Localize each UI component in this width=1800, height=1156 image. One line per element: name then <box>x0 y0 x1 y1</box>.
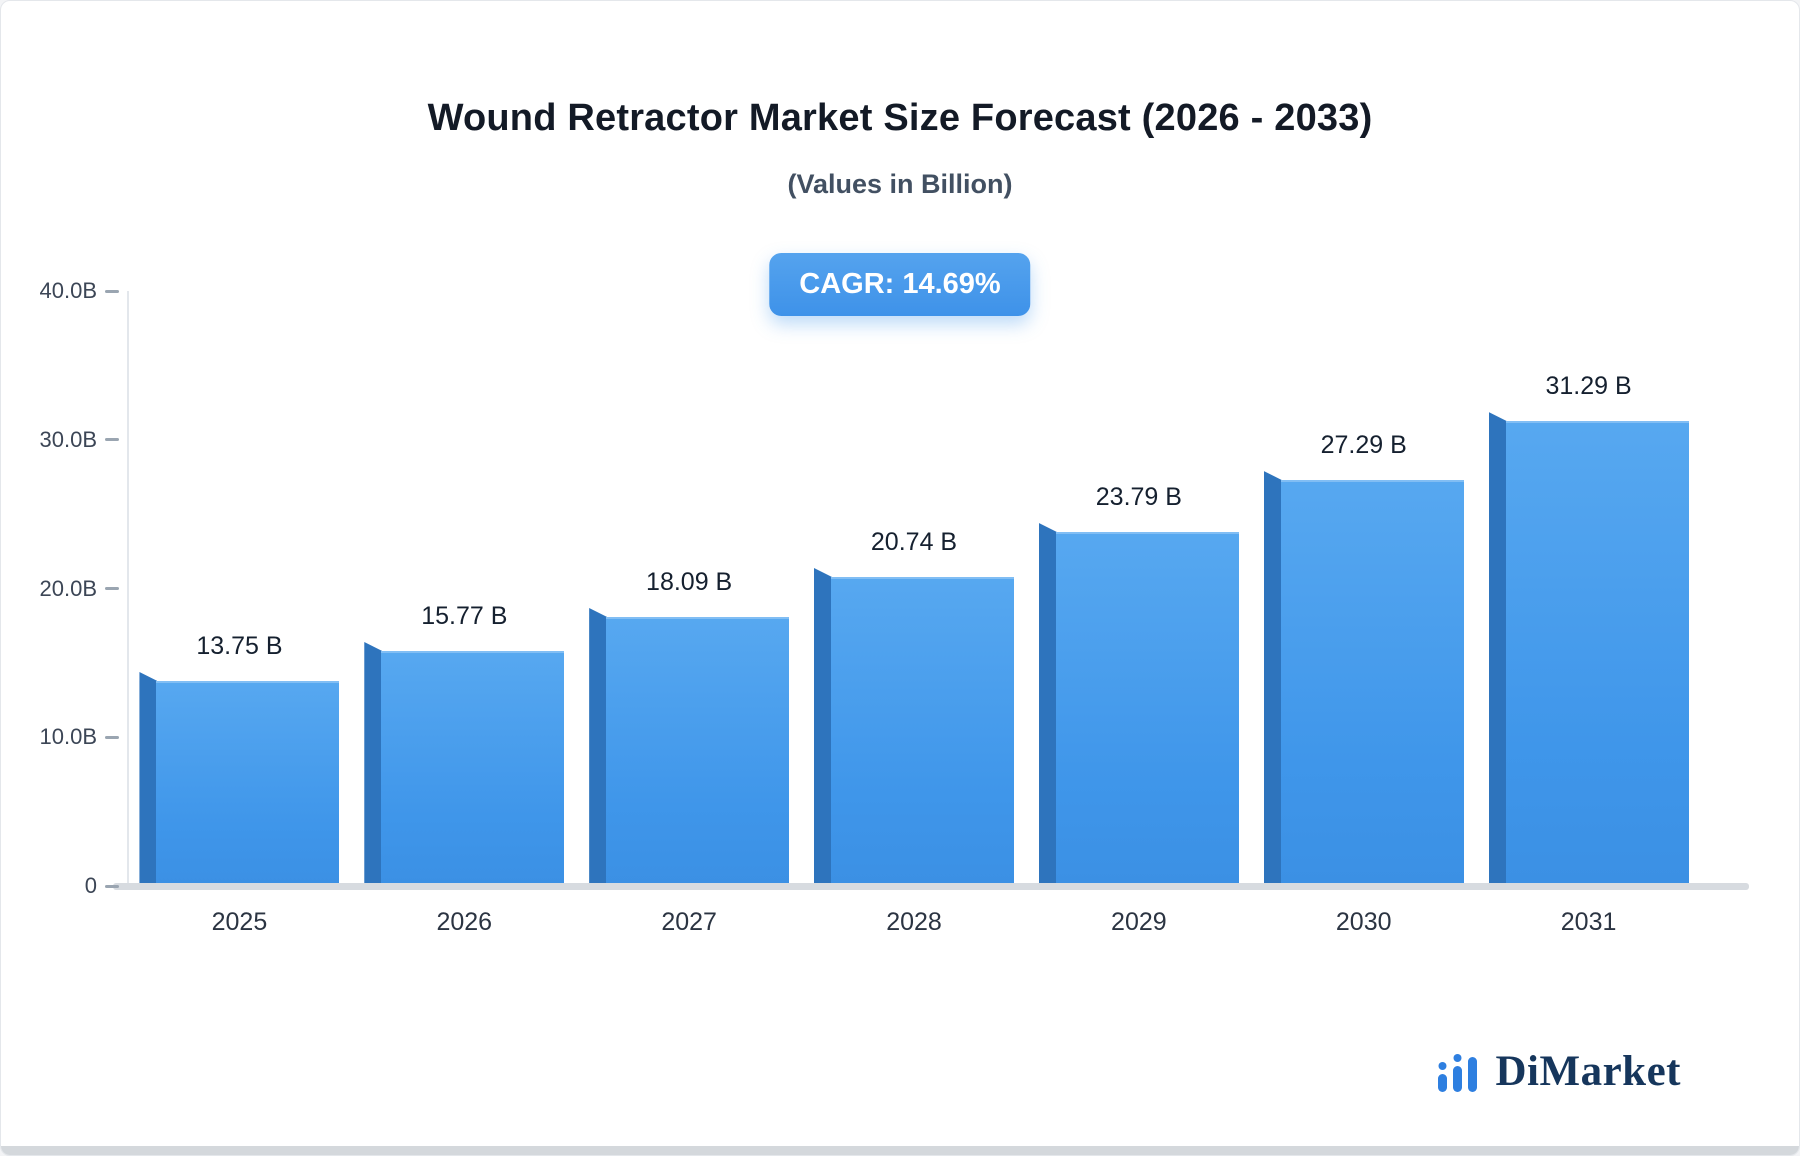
bar-2027: 18.09 B <box>589 568 790 886</box>
bar-side-face <box>364 642 383 886</box>
x-axis-label: 2025 <box>211 908 268 936</box>
y-tick-mark <box>105 884 119 888</box>
bar-2031: 31.29 B <box>1488 372 1689 886</box>
bar-front-face <box>606 617 790 886</box>
bar-value-label: 27.29 B <box>1320 431 1407 459</box>
bar-value-label: 15.77 B <box>421 602 508 630</box>
bar-group-2028: 20.74 B 2028 <box>802 291 1027 936</box>
bar-value-label: 18.09 B <box>646 568 733 596</box>
bar-front-face <box>156 681 340 886</box>
x-axis-label: 2027 <box>661 908 717 936</box>
x-axis-label: 2029 <box>1111 908 1167 936</box>
bar-value-label: 20.74 B <box>870 528 958 556</box>
bar-side-face <box>814 568 832 886</box>
y-tick-mark <box>105 289 119 293</box>
bar-group-2025: 13.75 B 2025 <box>127 291 352 936</box>
bar-2028: 20.74 B <box>814 528 1014 886</box>
bar-front-face <box>831 577 1014 886</box>
x-axis-label: 2028 <box>886 908 942 936</box>
y-tick-mark <box>105 735 119 739</box>
chart-title: Wound Retractor Market Size Forecast (20… <box>427 97 1373 139</box>
bar-2025: 13.75 B <box>139 632 340 886</box>
y-tick-label: 40.0B <box>39 278 98 303</box>
plot-area: 13.75 B 2025 15.77 B 2026 18.09 B 2027 20.74 B… <box>127 291 1701 936</box>
bar-2029: 23.79 B <box>1038 483 1239 886</box>
bar-side-face <box>139 672 158 886</box>
bar-front-face <box>381 651 565 886</box>
bar-value-label: 31.29 B <box>1545 372 1632 400</box>
y-axis-line <box>127 291 129 886</box>
dimarket-icon <box>1437 1053 1477 1092</box>
bar-value-label: 13.75 B <box>196 632 283 660</box>
y-tick-mark <box>105 438 119 442</box>
y-tick-label: 10.0B <box>39 724 98 750</box>
cagr-badge-text: CAGR: 14.69% <box>799 268 1001 300</box>
y-tick-label: 20.0B <box>39 575 98 601</box>
bar-group-2031: 31.29 B 2031 <box>1476 291 1701 936</box>
bar-group-2027: 18.09 B 2027 <box>577 291 802 936</box>
bar-front-face <box>1280 480 1464 886</box>
chart-subtitle: (Values in Billion) <box>787 169 1013 199</box>
x-axis-baseline <box>113 883 1749 890</box>
y-tick-label: 30.0B <box>39 426 98 452</box>
x-axis-label: 2031 <box>1560 908 1617 936</box>
x-axis-label: 2026 <box>436 908 493 936</box>
bar-side-face <box>589 608 608 886</box>
bar-side-face <box>1488 412 1507 886</box>
y-tick-label: 0 <box>84 873 97 898</box>
bar-value-label: 23.79 B <box>1095 483 1182 511</box>
bar-2026: 15.77 B <box>364 602 565 886</box>
bar-group-2026: 15.77 B 2026 <box>352 291 577 936</box>
x-axis-label: 2030 <box>1335 908 1392 936</box>
y-tick-mark <box>105 587 119 590</box>
brand-logo: DiMarket <box>1434 1047 1682 1096</box>
bottom-edge <box>1 1146 1799 1155</box>
bar-2030: 27.29 B <box>1263 431 1464 886</box>
cagr-badge: CAGR: 14.69% <box>769 253 1031 316</box>
bar-front-face <box>1055 532 1239 886</box>
bar-front-face <box>1505 421 1689 886</box>
bar-side-face <box>1038 523 1057 886</box>
bar-group-2030: 27.29 B 2030 <box>1251 291 1476 936</box>
bar-side-face <box>1263 471 1282 886</box>
brand-name: DiMarket <box>1495 1048 1681 1095</box>
bar-group-2029: 23.79 B 2029 <box>1026 291 1251 936</box>
